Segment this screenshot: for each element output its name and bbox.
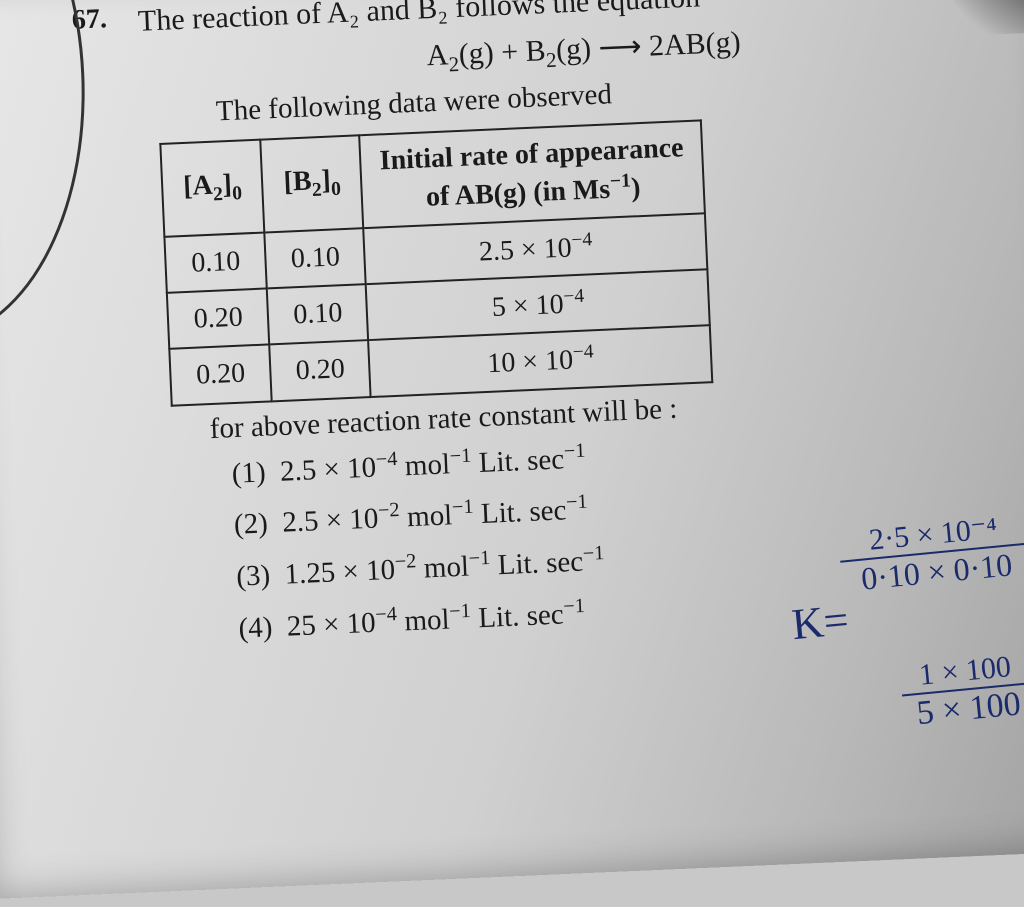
cell-b2-1: 0.10: [265, 228, 366, 289]
cell-b2-3: 0.20: [270, 340, 371, 401]
experimental-data-table: [A2]0 [B2]0 Initial rate of appearanceof…: [159, 119, 713, 407]
col-header-b2: [B2]0: [261, 135, 364, 232]
handwriting-fraction-2: 1 × 100 5 × 100: [899, 650, 1024, 732]
cell-a2-1: 0.10: [164, 232, 267, 293]
dark-corner-shadow: [928, 0, 1024, 37]
col-header-rate: Initial rate of appearanceof AB(g) (in M…: [360, 120, 706, 228]
cell-a2-2: 0.20: [167, 288, 270, 349]
handwriting-k-equals: K=: [790, 594, 851, 650]
cell-b2-2: 0.10: [267, 284, 368, 345]
col-header-a2: [A2]0: [160, 139, 264, 236]
cell-a2-3: 0.20: [169, 345, 272, 406]
page-curl-edge: [0, 0, 96, 348]
